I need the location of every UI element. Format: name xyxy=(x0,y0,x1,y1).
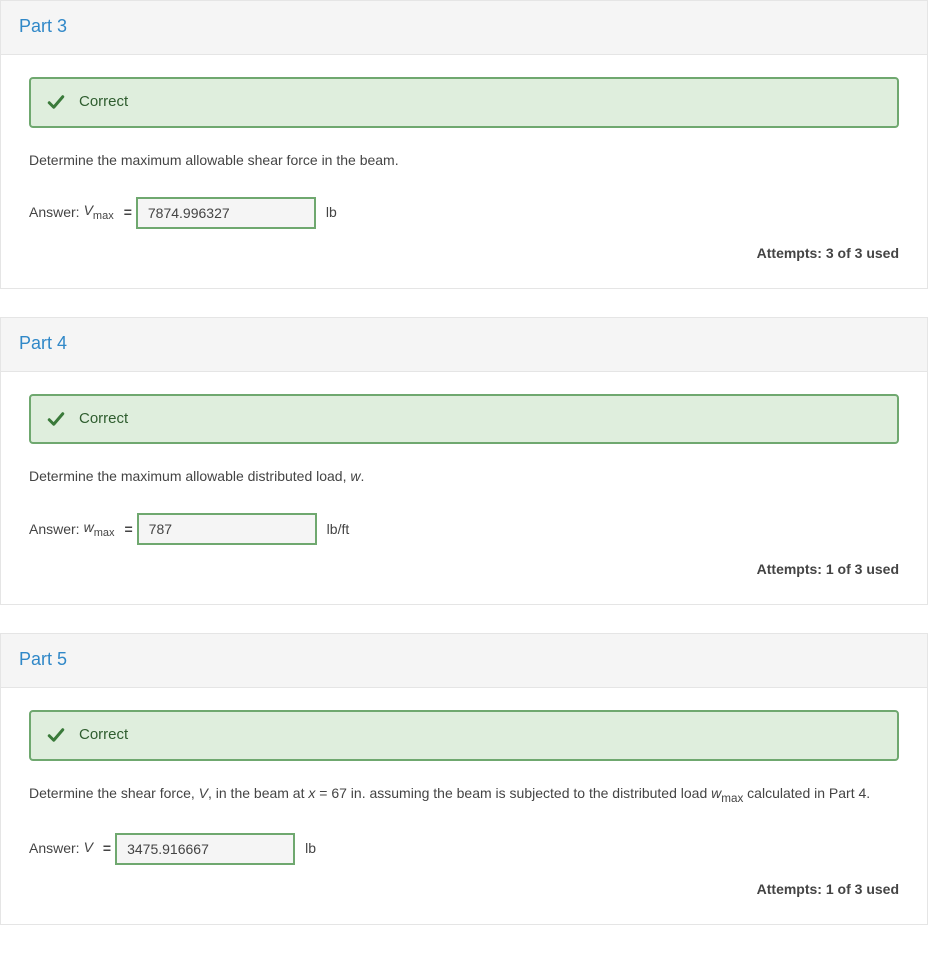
correct-banner: Correct xyxy=(29,394,899,445)
part-title: Part 3 xyxy=(19,16,67,36)
answer-row: Answer: wmax = lb/ft xyxy=(29,513,899,545)
answer-prefix: Answer: xyxy=(29,202,80,223)
part-title: Part 5 xyxy=(19,649,67,669)
attempts-label: Attempts: 3 of 3 used xyxy=(29,243,899,274)
equals-sign: = xyxy=(103,838,111,859)
part-title: Part 4 xyxy=(19,333,67,353)
answer-prefix: Answer: xyxy=(29,838,80,859)
prompt-text-part: Determine the maximum allowable distribu… xyxy=(29,468,350,484)
check-icon xyxy=(47,726,65,744)
equals-sign: = xyxy=(124,519,132,540)
prompt-text-part: calculated in Part 4. xyxy=(743,785,870,801)
part-header: Part 5 xyxy=(1,634,927,688)
answer-unit: lb xyxy=(305,838,316,859)
answer-input[interactable] xyxy=(137,513,317,545)
answer-variable: Vmax xyxy=(84,200,114,224)
variable-w: w xyxy=(350,468,360,484)
equals-sign: = xyxy=(124,202,132,223)
variable-main: V xyxy=(84,839,93,855)
attempts-label: Attempts: 1 of 3 used xyxy=(29,559,899,590)
answer-input[interactable] xyxy=(115,833,295,865)
prompt-text-part: = 67 in. assuming the beam is subjected … xyxy=(315,785,711,801)
part-body: Correct Determine the shear force, V, in… xyxy=(1,688,927,924)
correct-banner: Correct xyxy=(29,710,899,761)
variable-subscript: max xyxy=(93,210,114,222)
answer-row: Answer: V = lb xyxy=(29,833,899,865)
prompt-text-part: , in the beam at xyxy=(208,785,308,801)
variable-subscript: max xyxy=(94,527,115,539)
answer-variable: V xyxy=(84,837,93,861)
correct-banner: Correct xyxy=(29,77,899,128)
correct-label: Correct xyxy=(79,408,128,431)
part-body: Correct Determine the maximum allowable … xyxy=(1,372,927,605)
part-card: Part 4 Correct Determine the maximum all… xyxy=(0,317,928,606)
check-icon xyxy=(47,93,65,111)
correct-label: Correct xyxy=(79,91,128,114)
variable-subscript: max xyxy=(721,791,743,804)
question-prompt: Determine the maximum allowable distribu… xyxy=(29,466,899,487)
question-prompt: Determine the maximum allowable shear fo… xyxy=(29,150,899,171)
answer-row: Answer: Vmax = lb xyxy=(29,197,899,229)
answer-unit: lb xyxy=(326,202,337,223)
variable-main: w xyxy=(84,519,94,535)
variable-v: V xyxy=(199,785,208,801)
check-icon xyxy=(47,410,65,428)
prompt-text-part: . xyxy=(361,468,365,484)
part-header: Part 3 xyxy=(1,1,927,55)
answer-input[interactable] xyxy=(136,197,316,229)
answer-prefix: Answer: xyxy=(29,519,80,540)
attempts-label: Attempts: 1 of 3 used xyxy=(29,879,899,910)
question-prompt: Determine the shear force, V, in the bea… xyxy=(29,783,899,807)
prompt-text-part: Determine the shear force, xyxy=(29,785,199,801)
part-header: Part 4 xyxy=(1,318,927,372)
answer-variable: wmax xyxy=(84,517,115,541)
answer-unit: lb/ft xyxy=(327,519,350,540)
correct-label: Correct xyxy=(79,724,128,747)
part-card: Part 3 Correct Determine the maximum all… xyxy=(0,0,928,289)
variable-main: V xyxy=(84,202,93,218)
variable-w: w xyxy=(711,785,721,801)
part-body: Correct Determine the maximum allowable … xyxy=(1,55,927,288)
part-card: Part 5 Correct Determine the shear force… xyxy=(0,633,928,925)
